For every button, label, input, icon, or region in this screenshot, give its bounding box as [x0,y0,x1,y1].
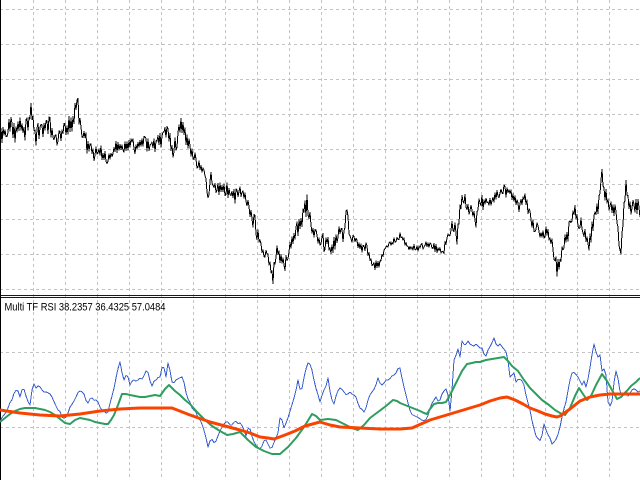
svg-text:Multi TF RSI 38.2357 36.4325 5: Multi TF RSI 38.2357 36.4325 57.0484 [5,302,166,314]
